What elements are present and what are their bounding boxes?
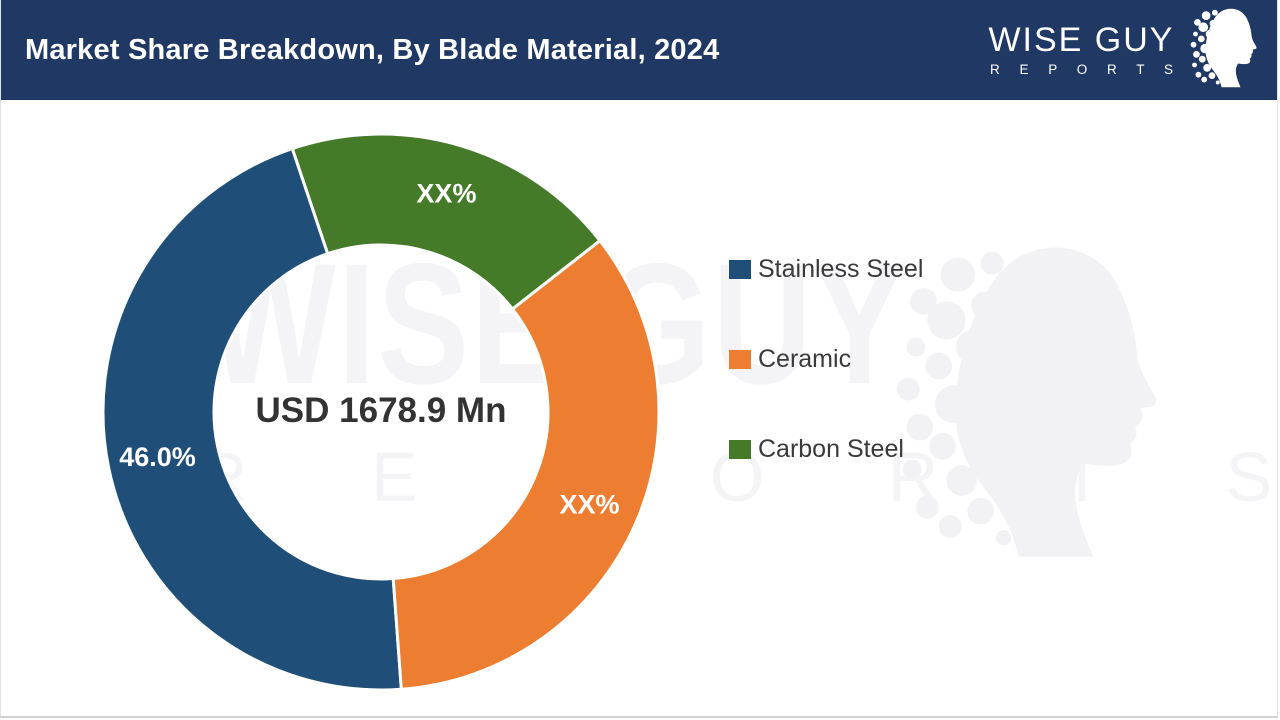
page-title: Market Share Breakdown, By Blade Materia… bbox=[25, 33, 720, 66]
legend-label: Ceramic bbox=[758, 344, 852, 373]
chart-area: WISE GUY R E P O R T S 46.0% XX% XX% USD 1… bbox=[1, 100, 1279, 718]
donut-segments bbox=[101, 132, 661, 692]
segment-value-label: 46.0% bbox=[119, 442, 196, 472]
donut-segment-labels: 46.0% XX% XX% bbox=[119, 179, 619, 520]
brand-head-icon bbox=[1190, 8, 1257, 88]
legend-label: Stainless Steel bbox=[758, 254, 924, 283]
legend-swatch-stainless-steel bbox=[729, 259, 751, 279]
donut-chart: 46.0% XX% XX% USD 1678.9 Mn bbox=[101, 132, 661, 692]
segment-value-label: XX% bbox=[559, 489, 619, 519]
legend-item-carbon-steel: Carbon Steel bbox=[729, 435, 923, 463]
brand-subname: R E P O R T S bbox=[989, 62, 1181, 78]
watermark-head-icon bbox=[896, 247, 1157, 557]
brand-name: WISE GUY bbox=[988, 21, 1175, 60]
legend-swatch-carbon-steel bbox=[729, 439, 751, 459]
donut-segment-carbon-steel bbox=[290, 132, 602, 311]
segment-value-label: XX% bbox=[416, 179, 476, 209]
brand-logo: WISE GUY R E P O R T S bbox=[982, 4, 1263, 96]
chart-legend: Stainless Steel Ceramic Carbon Steel bbox=[729, 255, 923, 463]
legend-label: Carbon Steel bbox=[758, 434, 904, 463]
donut-segment-stainless-steel bbox=[101, 147, 403, 692]
header-bar: Market Share Breakdown, By Blade Materia… bbox=[1, 0, 1277, 100]
legend-item-stainless-steel: Stainless Steel bbox=[729, 255, 923, 283]
brand-logo-text: WISE GUY R E P O R T S bbox=[982, 23, 1181, 77]
legend-item-ceramic: Ceramic bbox=[729, 345, 923, 373]
donut-segment-ceramic bbox=[391, 239, 661, 691]
legend-swatch-ceramic bbox=[729, 349, 751, 369]
donut-center-value: USD 1678.9 Mn bbox=[256, 391, 507, 430]
